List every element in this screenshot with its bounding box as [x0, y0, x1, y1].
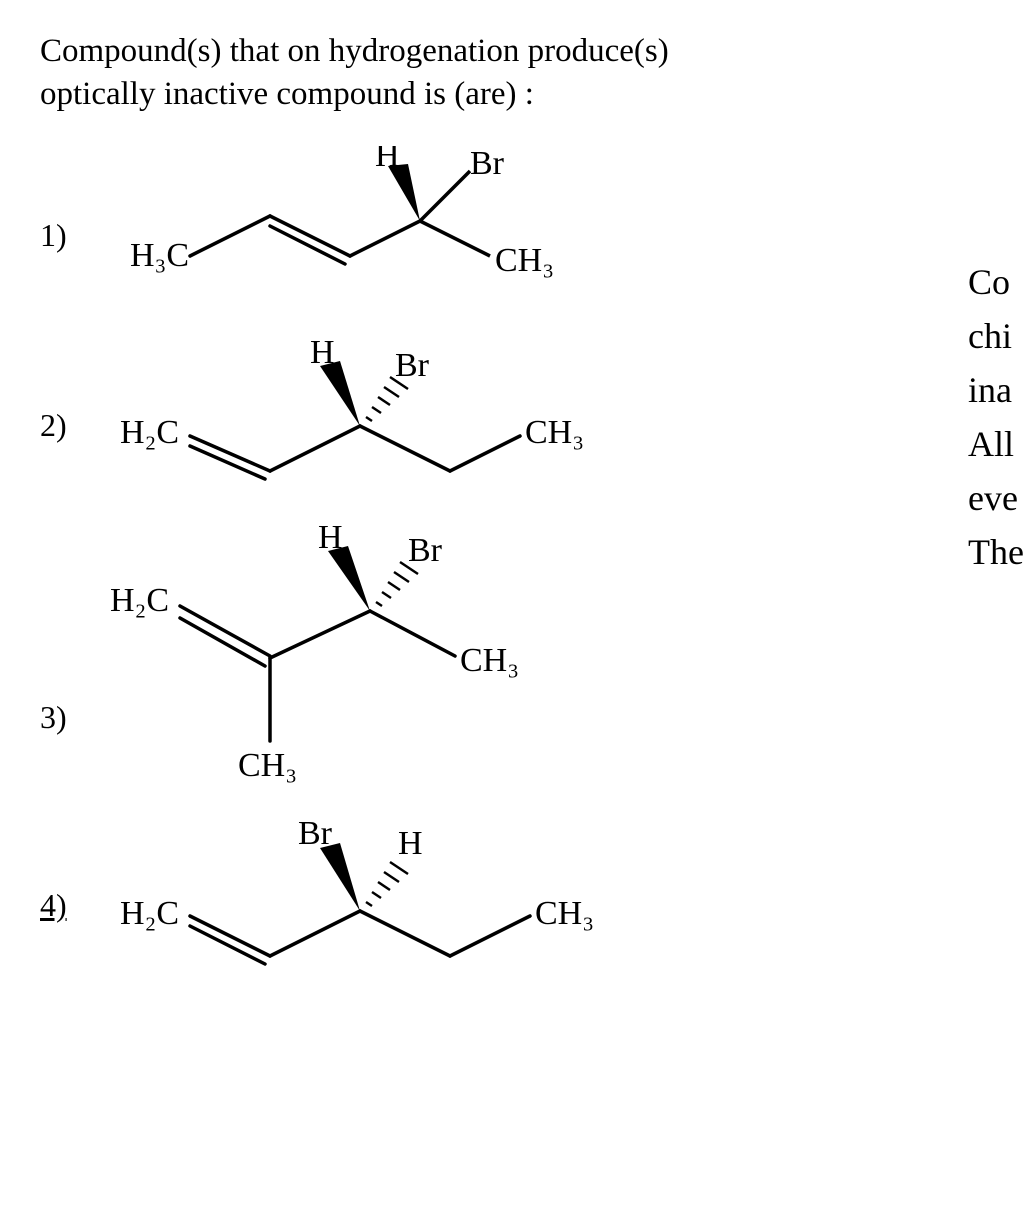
side-line-3: ina: [968, 363, 1024, 417]
label-h3c: H₃C: [130, 237, 189, 274]
option-1-number: 1): [40, 217, 110, 254]
side-line-4: All: [968, 417, 1024, 471]
page: Compound(s) that on hydrogenation produc…: [0, 0, 1024, 1210]
label-h2c: H₂C: [120, 895, 179, 932]
label-br: Br: [470, 146, 505, 182]
option-4-number: 4): [40, 887, 110, 924]
option-4-row: 4) H₂C: [40, 816, 984, 996]
option-2-row: 2) H₂C: [40, 341, 984, 511]
label-ch3: CH₃: [460, 642, 519, 679]
label-h: H: [318, 526, 343, 556]
label-h: H: [375, 146, 400, 174]
option-3-number: 3): [40, 699, 110, 736]
side-line-2: chi: [968, 309, 1024, 363]
label-br: Br: [298, 816, 333, 852]
side-line-6: The: [968, 525, 1024, 579]
structure-2: H₂C H Br CH₃: [110, 341, 610, 511]
structure-3: H₂C CH₃ H Br CH₃: [110, 526, 570, 796]
label-ch3: CH₃: [535, 895, 594, 932]
label-h: H: [398, 825, 423, 862]
structure-4: H₂C Br H CH₃: [110, 816, 610, 996]
question-line-2: optically inactive compound is (are) :: [40, 76, 534, 112]
label-h: H: [310, 341, 335, 371]
option-3-row: 3) H₂C: [40, 526, 984, 796]
question-text: Compound(s) that on hydrogenation produc…: [40, 30, 984, 116]
label-h2c: H₂C: [110, 582, 169, 619]
label-ch3-lower: CH₃: [238, 747, 297, 784]
label-ch3: CH₃: [495, 242, 554, 279]
option-1-row: 1) H₃C H Br CH₃: [40, 146, 984, 326]
wedge-icon: [320, 843, 360, 911]
label-h2c: H₂C: [120, 414, 179, 451]
side-line-5: eve: [968, 471, 1024, 525]
side-text-block: Co chi ina All eve The: [968, 255, 1024, 579]
label-br: Br: [395, 347, 430, 384]
label-br: Br: [408, 532, 443, 569]
question-line-1: Compound(s) that on hydrogenation produc…: [40, 33, 669, 69]
label-ch3: CH₃: [525, 414, 584, 451]
hash-wedge-icon: [366, 862, 408, 906]
option-2-number: 2): [40, 407, 110, 444]
side-line-1: Co: [968, 255, 1024, 309]
structure-1: H₃C H Br CH₃: [110, 146, 570, 326]
